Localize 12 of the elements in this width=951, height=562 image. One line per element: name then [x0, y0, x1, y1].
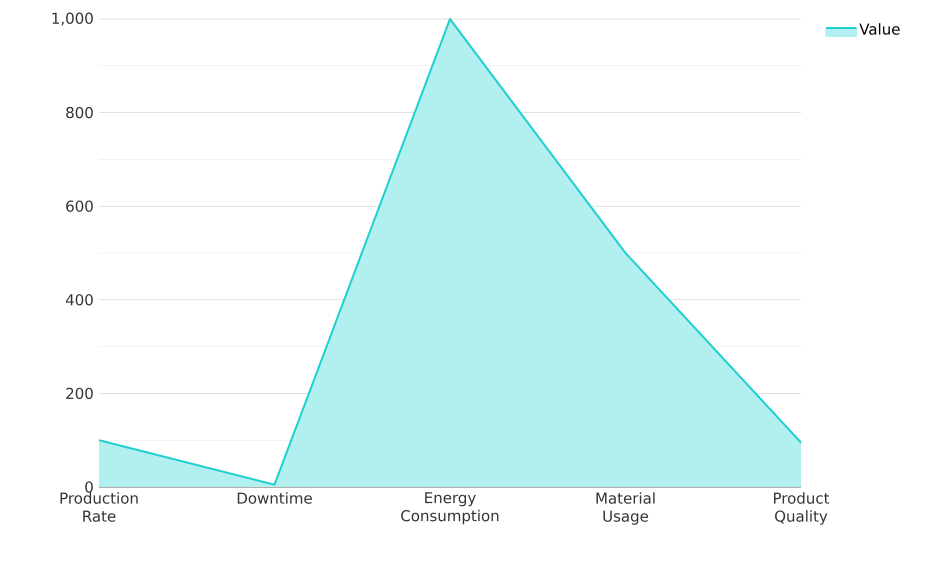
- x-tick-label: Production Rate: [60, 492, 138, 522]
- x-tick-label: Material Usage: [596, 492, 655, 525]
- x-tick-label: Downtime: [238, 492, 312, 504]
- legend-label: Value: [859, 23, 900, 35]
- y-tick-label: 200: [66, 388, 93, 400]
- y-tick-label: 400: [66, 294, 93, 306]
- y-tick-label: 1,000: [52, 12, 93, 26]
- x-tick-label: Energy Consumption: [401, 492, 498, 524]
- y-tick-label: 800: [66, 106, 93, 118]
- y-tick-label: 0: [85, 481, 93, 493]
- y-tick-label: 600: [66, 200, 93, 212]
- x-tick-label: Product Quality: [774, 492, 830, 525]
